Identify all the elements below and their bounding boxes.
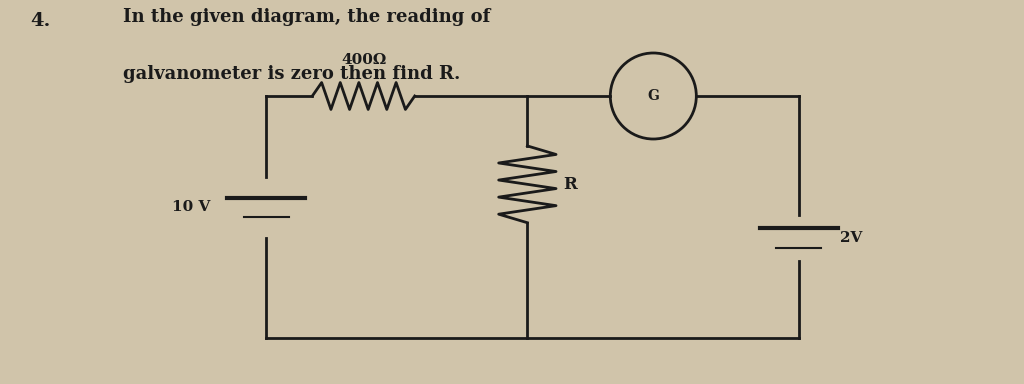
Text: In the given diagram, the reading of: In the given diagram, the reading of (123, 8, 490, 26)
Text: 4.: 4. (31, 12, 51, 30)
Text: 400Ω: 400Ω (341, 53, 386, 67)
Text: 10 V: 10 V (172, 200, 210, 214)
Text: G: G (647, 89, 659, 103)
Text: galvanometer is zero then find R.: galvanometer is zero then find R. (123, 65, 460, 83)
Text: 2V: 2V (840, 231, 862, 245)
Text: R: R (563, 176, 577, 193)
